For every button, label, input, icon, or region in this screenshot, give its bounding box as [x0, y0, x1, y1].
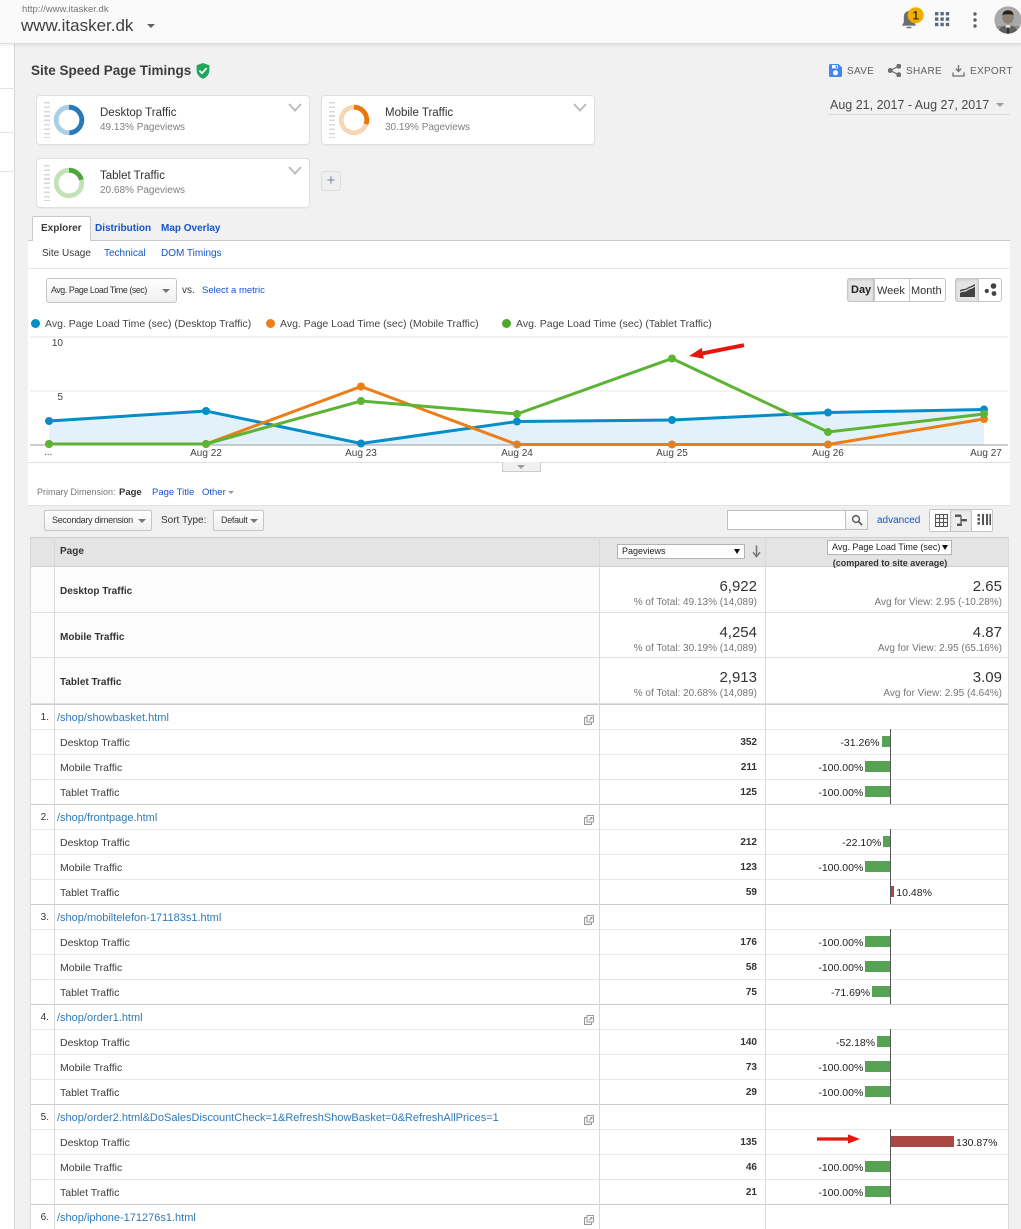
- svg-text:1: 1: [912, 10, 919, 22]
